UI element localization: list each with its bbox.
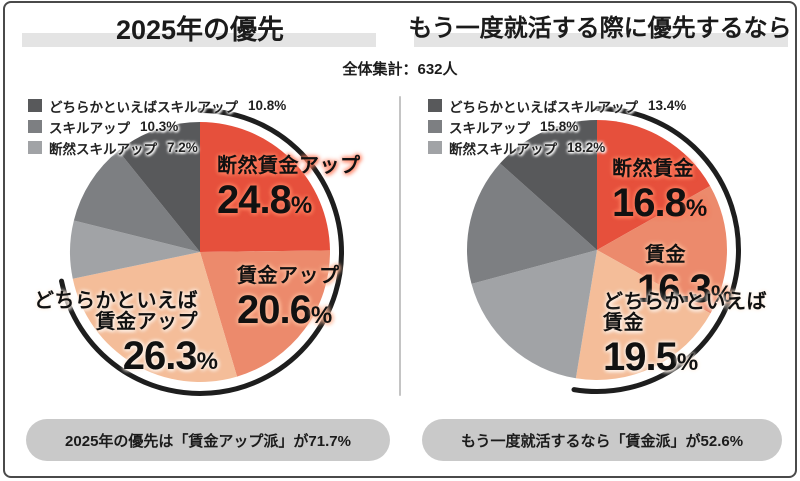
- percent-sign: %: [676, 349, 699, 376]
- legend-label: どちらかといえばスキルアップ: [49, 99, 238, 115]
- pie-label-text: 断然賃金アップ: [217, 155, 361, 177]
- pie-label-dochiraka-chingin-up: どちらかといえば 賃金アップ 26.3%: [34, 290, 218, 378]
- pie-label-text: 賃金: [603, 312, 644, 334]
- legend-item: スキルアップ 10.3%: [28, 116, 286, 137]
- legend-percent: 13.4%: [648, 98, 687, 113]
- total-count-label: 全体集計：632人: [342, 61, 458, 78]
- pie-slice: [73, 150, 200, 252]
- panel-divider: [399, 96, 401, 396]
- legend-label: 断然スキルアップ: [449, 141, 557, 157]
- pie-slice: [118, 122, 200, 252]
- emphasis-arc: [59, 108, 344, 396]
- percent-sign: %: [710, 281, 733, 308]
- percent-sign: %: [290, 192, 313, 219]
- legend-swatch-dark-gray: [28, 99, 42, 112]
- pie-label-danzen-chingin: 断然賃金 16.8%: [612, 158, 708, 225]
- legend-left: どちらかといえばスキルアップ 10.8% スキルアップ 10.3% 断然スキルア…: [28, 95, 286, 158]
- pie-slice: [72, 252, 238, 383]
- pie-slice: [597, 185, 727, 314]
- legend-percent: 10.8%: [248, 98, 287, 113]
- legend-right: どちらかといえばスキルアップ 13.4% スキルアップ 15.8% 断然スキルア…: [428, 95, 686, 158]
- legend-label: どちらかといえばスキルアップ: [449, 99, 638, 115]
- pie-label-value: 16.3%: [637, 267, 733, 311]
- legend-item: どちらかといえばスキルアップ 10.8%: [28, 95, 286, 116]
- pie-slice: [200, 250, 331, 377]
- title-highlight-bar-right: [414, 33, 788, 47]
- summary-pill-right: もう一度就活するなら「賃金派」が52.6%: [422, 419, 782, 461]
- legend-label: スキルアップ: [49, 120, 130, 136]
- pie-slice: [200, 122, 330, 252]
- legend-item: 断然スキルアップ 18.2%: [428, 137, 686, 158]
- pie-slice: [471, 250, 597, 379]
- percent-sign: %: [310, 302, 333, 329]
- legend-label: 断然スキルアップ: [49, 141, 157, 157]
- pie-label-text: どちらかといえば: [603, 291, 767, 313]
- pie-slice: [467, 163, 597, 284]
- pie-label-chingin-up: 賃金アップ 20.6%: [237, 265, 340, 332]
- legend-item: 断然スキルアップ 7.2%: [28, 137, 286, 158]
- percent-sign: %: [685, 195, 708, 222]
- pie-label-value: 16.8%: [612, 181, 708, 225]
- pie-label-value: 20.6%: [237, 288, 333, 332]
- pie-label-dochiraka-chingin: どちらかといえば 賃金 19.5%: [603, 291, 767, 379]
- pie-label-danzen-chingin-up: 断然賃金アップ 24.8%: [217, 155, 361, 222]
- legend-swatch-light-gray: [28, 141, 42, 154]
- legend-percent: 18.2%: [567, 140, 606, 155]
- pie-slice: [575, 250, 711, 380]
- legend-percent: 7.2%: [167, 140, 198, 155]
- percent-sign: %: [196, 348, 218, 375]
- pie-label-text: 断然賃金: [612, 158, 694, 180]
- title-highlight-bar-left: [22, 33, 376, 47]
- pie-label-text: 賃金アップ: [237, 265, 340, 287]
- pie-slice: [597, 120, 711, 250]
- pie-label-text: 賃金: [645, 244, 686, 266]
- legend-swatch-dark-gray: [428, 99, 442, 112]
- legend-percent: 15.8%: [540, 119, 579, 134]
- pie-label-value: 26.3%: [122, 334, 218, 378]
- pie-label-chingin: 賃金 16.3%: [637, 244, 733, 311]
- pie-label-text: 賃金アップ: [95, 311, 198, 333]
- pie-label-text: どちらかといえば: [34, 290, 198, 312]
- summary-pill-left: 2025年の優先は「賃金アップ派」が71.7%: [26, 419, 390, 461]
- panel-title-2025: 2025年の優先: [115, 15, 285, 45]
- panel-title-again: もう一度就活する際に優先するなら: [408, 15, 792, 42]
- legend-percent: 10.3%: [140, 119, 179, 134]
- legend-item: スキルアップ 15.8%: [428, 116, 686, 137]
- pie-chart-again: [467, 106, 741, 394]
- emphasis-arc: [571, 106, 741, 394]
- legend-swatch-light-gray: [428, 141, 442, 154]
- legend-swatch-mid-gray: [28, 120, 42, 133]
- pie-label-value: 19.5%: [603, 335, 699, 379]
- pie-slice: [69, 220, 200, 279]
- pie-slice: [500, 120, 597, 250]
- pie-chart-2025: [59, 108, 344, 396]
- pie-label-value: 24.8%: [217, 178, 313, 222]
- legend-item: どちらかといえばスキルアップ 13.4%: [428, 95, 686, 116]
- legend-label: スキルアップ: [449, 120, 530, 136]
- legend-swatch-mid-gray: [428, 120, 442, 133]
